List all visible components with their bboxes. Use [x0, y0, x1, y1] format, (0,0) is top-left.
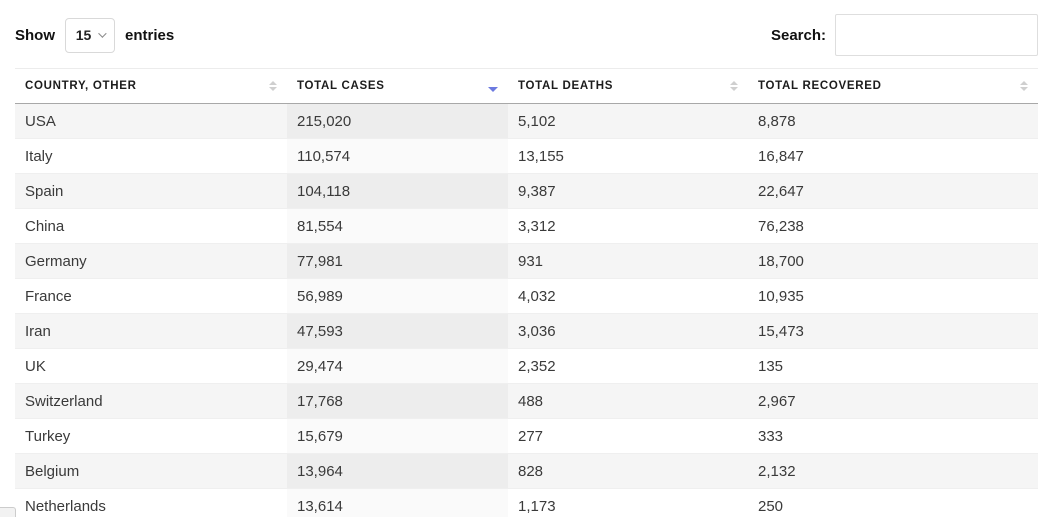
table-row: China 81,554 3,312 76,238: [15, 208, 1038, 244]
cell-total-deaths: 828: [508, 453, 748, 489]
cell-total-cases: 13,614: [287, 488, 508, 517]
cell-total-cases: 47,593: [287, 313, 508, 349]
cell-total-recovered: 22,647: [748, 173, 1038, 209]
table-header-row: COUNTRY, OTHER TOTAL CASES TOTAL DEATHS: [15, 68, 1038, 104]
cell-total-recovered: 18,700: [748, 243, 1038, 279]
cell-total-recovered: 15,473: [748, 313, 1038, 349]
table-controls-bar: Show 15 entries Search:: [0, 0, 1050, 68]
table-row: Italy 110,574 13,155 16,847: [15, 138, 1038, 174]
cell-total-deaths: 13,155: [508, 138, 748, 174]
cell-country: UK: [15, 348, 287, 384]
column-header-total-cases[interactable]: TOTAL CASES: [287, 68, 508, 104]
table-row: Netherlands 13,614 1,173 250: [15, 488, 1038, 517]
column-header-label: TOTAL CASES: [297, 80, 385, 92]
sort-icon: [269, 81, 277, 91]
cell-total-recovered: 10,935: [748, 278, 1038, 314]
chevron-down-icon: [98, 29, 107, 38]
search-control: Search:: [771, 14, 1038, 56]
cell-country: Turkey: [15, 418, 287, 454]
cell-country: Switzerland: [15, 383, 287, 419]
cell-country: Netherlands: [15, 488, 287, 517]
cell-total-deaths: 931: [508, 243, 748, 279]
cell-total-cases: 110,574: [287, 138, 508, 174]
column-header-total-recovered[interactable]: TOTAL RECOVERED: [748, 68, 1038, 104]
column-header-label: TOTAL RECOVERED: [758, 80, 882, 92]
cell-country: France: [15, 278, 287, 314]
search-label: Search:: [770, 26, 826, 44]
table-row: Belgium 13,964 828 2,132: [15, 453, 1038, 489]
cell-total-deaths: 1,173: [508, 488, 748, 517]
table-row: USA 215,020 5,102 8,878: [15, 103, 1038, 139]
covid-stats-table: COUNTRY, OTHER TOTAL CASES TOTAL DEATHS: [15, 68, 1038, 517]
entries-label: entries: [125, 26, 175, 44]
cell-total-deaths: 488: [508, 383, 748, 419]
cell-country: Iran: [15, 313, 287, 349]
entries-length-control: Show 15 entries: [15, 17, 175, 53]
cell-total-cases: 15,679: [287, 418, 508, 454]
sort-icon: [730, 81, 738, 91]
column-header-label: TOTAL DEATHS: [518, 80, 614, 92]
cell-total-cases: 215,020: [287, 103, 508, 139]
search-input[interactable]: [835, 14, 1038, 56]
cell-country: USA: [15, 103, 287, 139]
cell-total-recovered: 2,967: [748, 383, 1038, 419]
cell-total-recovered: 333: [748, 418, 1038, 454]
partial-corner-element: [0, 507, 16, 517]
cell-total-cases: 17,768: [287, 383, 508, 419]
cell-total-recovered: 76,238: [748, 208, 1038, 244]
entries-select[interactable]: 15: [65, 17, 115, 53]
cell-total-deaths: 277: [508, 418, 748, 454]
cell-country: China: [15, 208, 287, 244]
table-row: Turkey 15,679 277 333: [15, 418, 1038, 454]
cell-total-deaths: 2,352: [508, 348, 748, 384]
cell-country: Germany: [15, 243, 287, 279]
cell-total-deaths: 4,032: [508, 278, 748, 314]
table-row: Switzerland 17,768 488 2,967: [15, 383, 1038, 419]
cell-total-recovered: 16,847: [748, 138, 1038, 174]
table-row: Germany 77,981 931 18,700: [15, 243, 1038, 279]
cell-total-cases: 77,981: [287, 243, 508, 279]
cell-total-deaths: 5,102: [508, 103, 748, 139]
cell-total-cases: 56,989: [287, 278, 508, 314]
cell-country: Belgium: [15, 453, 287, 489]
show-label: Show: [15, 26, 55, 44]
cell-total-recovered: 2,132: [748, 453, 1038, 489]
cell-total-cases: 104,118: [287, 173, 508, 209]
cell-total-cases: 13,964: [287, 453, 508, 489]
cell-total-recovered: 8,878: [748, 103, 1038, 139]
cell-total-deaths: 9,387: [508, 173, 748, 209]
table-row: Iran 47,593 3,036 15,473: [15, 313, 1038, 349]
table-header: COUNTRY, OTHER TOTAL CASES TOTAL DEATHS: [15, 68, 1038, 104]
table-row: Spain 104,118 9,387 22,647: [15, 173, 1038, 209]
cell-total-deaths: 3,036: [508, 313, 748, 349]
sort-desc-icon: [488, 81, 498, 92]
column-header-country[interactable]: COUNTRY, OTHER: [15, 68, 287, 104]
cell-total-cases: 81,554: [287, 208, 508, 244]
cell-total-cases: 29,474: [287, 348, 508, 384]
sort-icon: [1020, 81, 1028, 91]
cell-total-deaths: 3,312: [508, 208, 748, 244]
entries-select-value: 15: [75, 27, 92, 43]
cell-country: Italy: [15, 138, 287, 174]
column-header-label: COUNTRY, OTHER: [25, 80, 137, 92]
column-header-total-deaths[interactable]: TOTAL DEATHS: [508, 68, 748, 104]
table-row: UK 29,474 2,352 135: [15, 348, 1038, 384]
table-row: France 56,989 4,032 10,935: [15, 278, 1038, 314]
table-body: USA 215,020 5,102 8,878 Italy 110,574 13…: [15, 103, 1038, 517]
cell-total-recovered: 250: [748, 488, 1038, 517]
cell-country: Spain: [15, 173, 287, 209]
cell-total-recovered: 135: [748, 348, 1038, 384]
